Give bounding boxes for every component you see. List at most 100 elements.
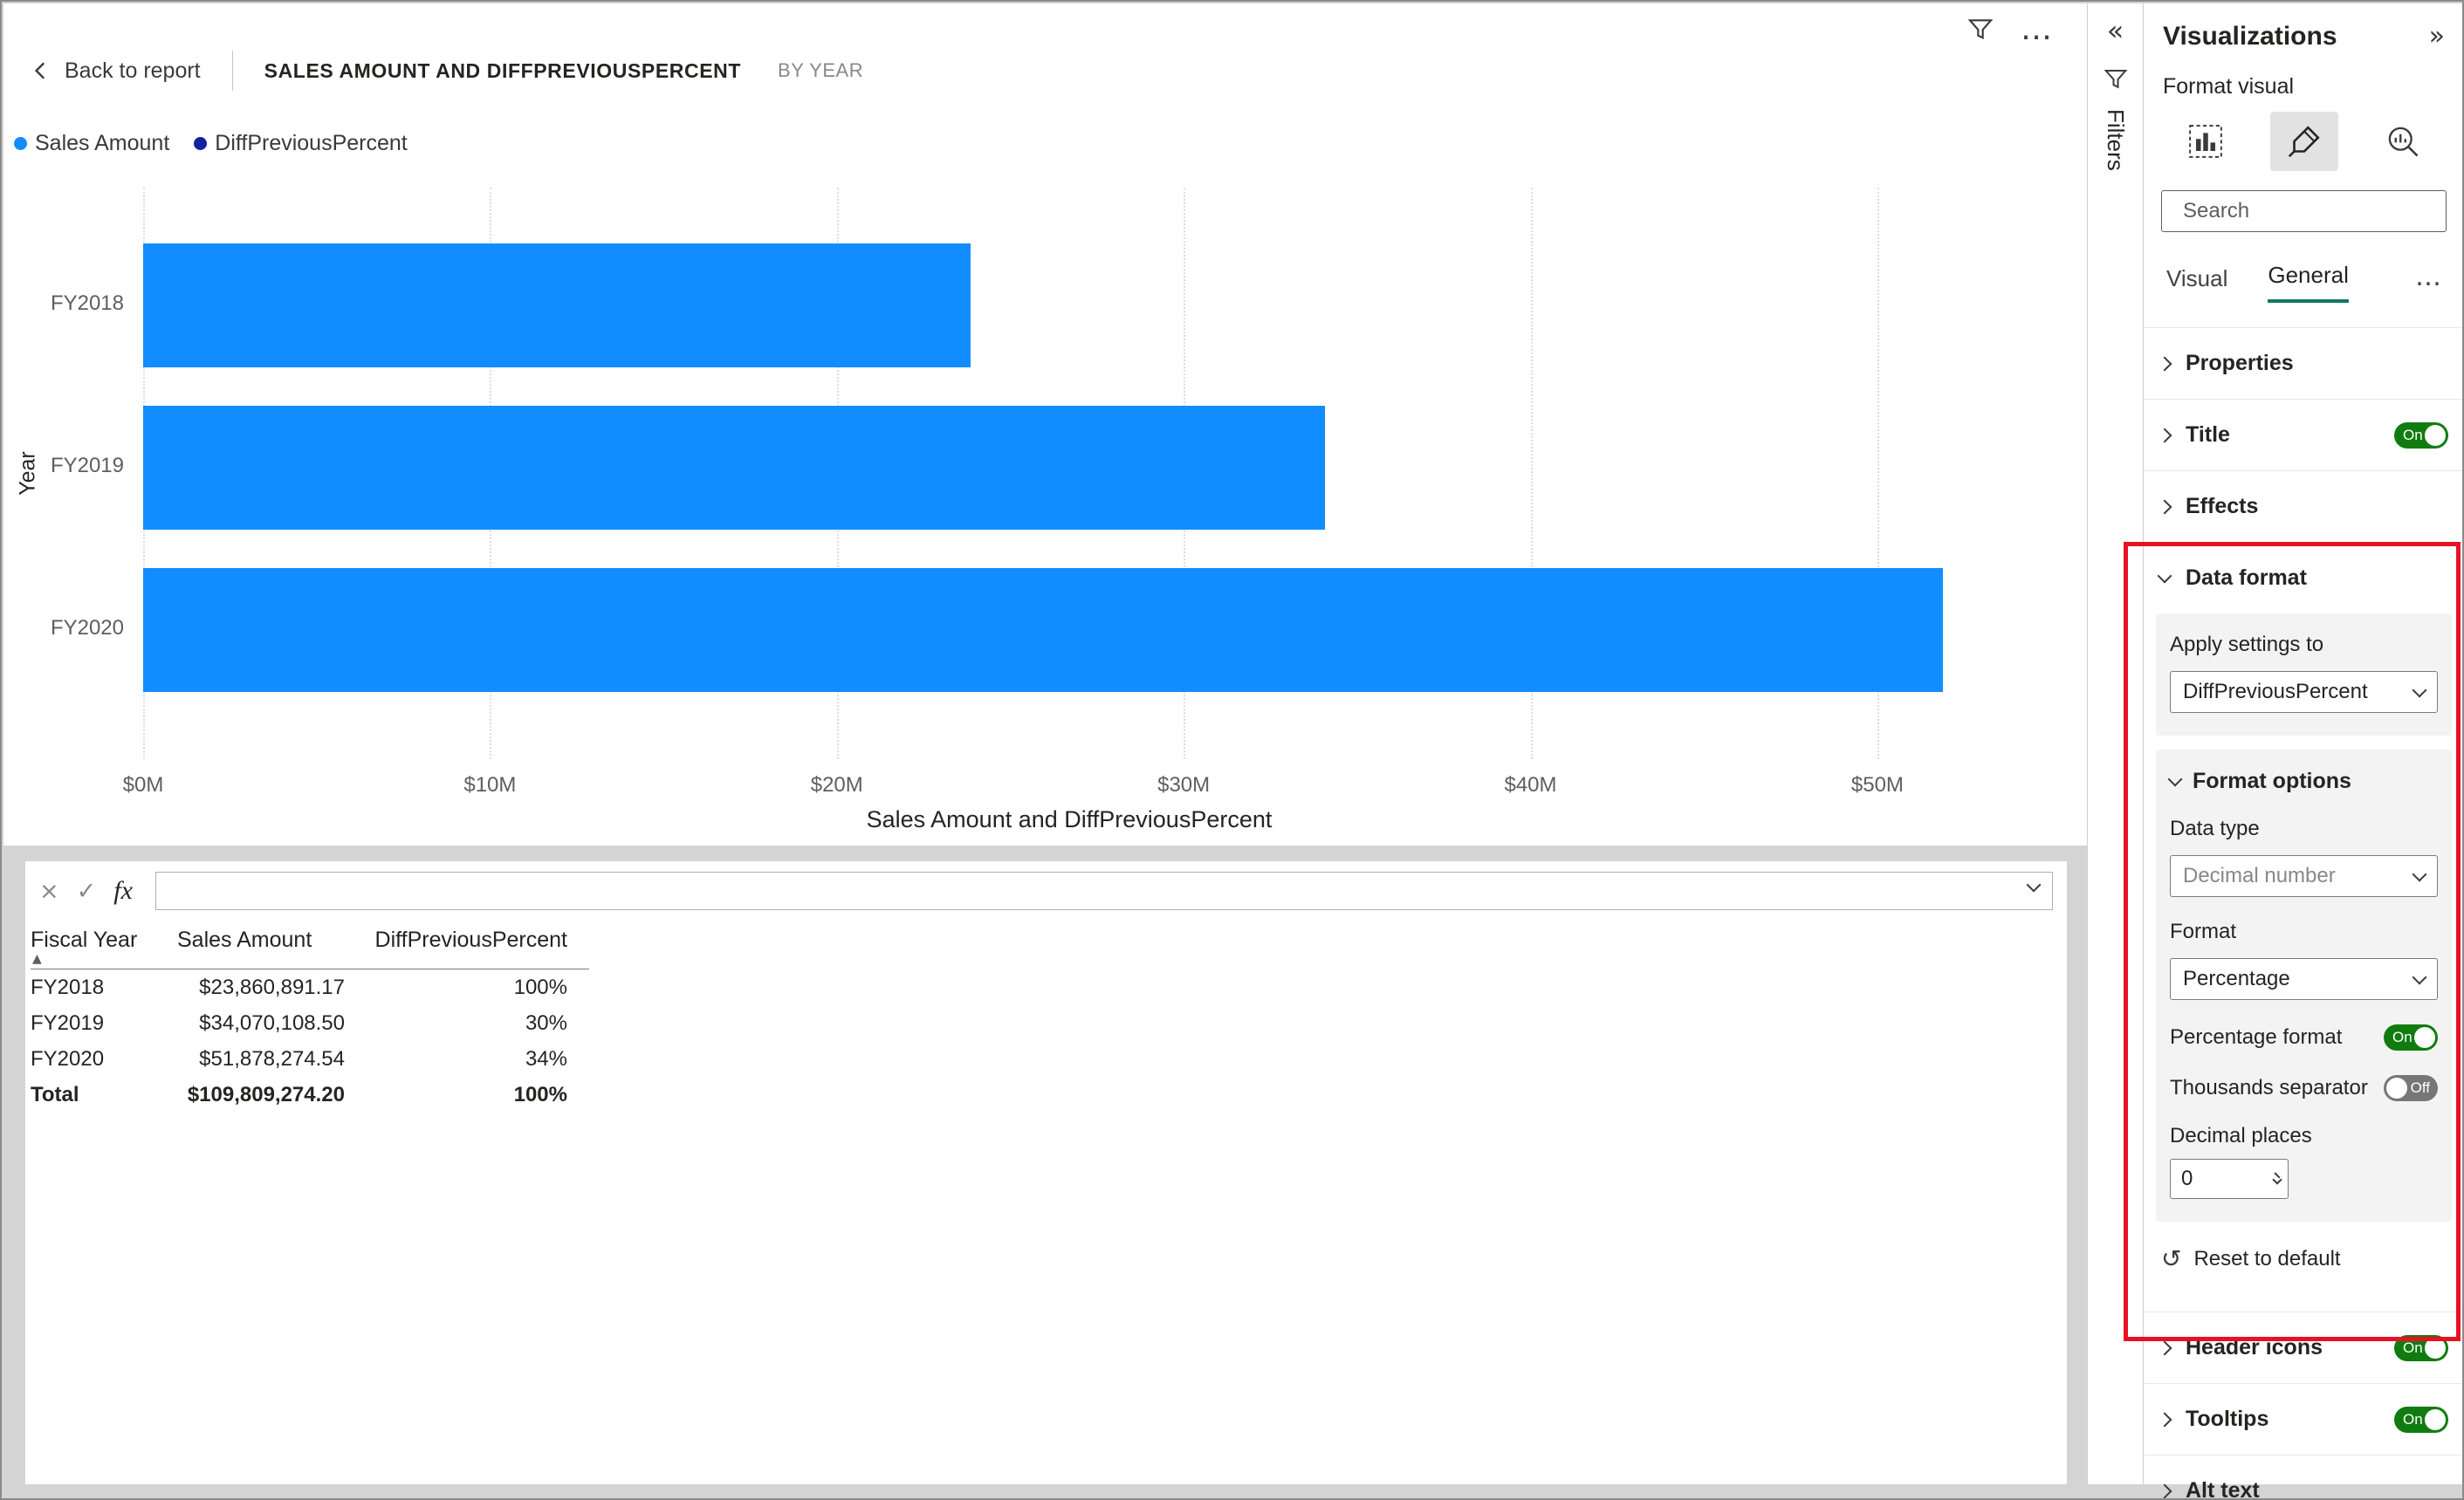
filters-pane-label[interactable]: Filters xyxy=(2103,109,2129,171)
section-data-format[interactable]: Data format xyxy=(2144,542,2462,613)
dropdown-value: Decimal number xyxy=(2183,864,2336,887)
chevron-right-icon xyxy=(2157,356,2172,371)
legend-item[interactable]: DiffPreviousPercent xyxy=(194,131,408,156)
filter-icon[interactable] xyxy=(1966,16,1994,44)
decimal-places-input[interactable]: 0 xyxy=(2170,1159,2289,1199)
table-row[interactable]: FY2019 $34,070,108.50 30% xyxy=(31,1005,2067,1041)
table-total-row[interactable]: Total $109,809,274.20 100% xyxy=(31,1077,2067,1113)
toggle-state-label: On xyxy=(2392,1029,2413,1045)
collapse-pane-icon[interactable]: » xyxy=(2428,21,2445,51)
x-tick-label: $40M xyxy=(1504,773,1557,797)
search-input[interactable] xyxy=(2183,199,2454,223)
table-header: Fiscal Year ▲ Sales Amount DiffPreviousPerc… xyxy=(31,926,589,969)
fx-icon: fx xyxy=(113,876,133,905)
section-label: Tooltips xyxy=(2186,1407,2269,1431)
thousands-separator-row: Thousands separator Off xyxy=(2170,1075,2438,1101)
chevron-right-icon xyxy=(2157,428,2172,442)
data-view-panel: × ✓ fx Fiscal Year ▲ Sales Amount DiffPrevi… xyxy=(25,861,2067,1484)
section-alt-text[interactable]: Alt text xyxy=(2144,1455,2462,1500)
column-header[interactable]: Fiscal Year ▲ xyxy=(31,928,138,966)
thousands-separator-toggle[interactable]: Off xyxy=(2384,1075,2438,1101)
table-row[interactable]: FY2020 $51,878,274.54 34% xyxy=(31,1041,2067,1077)
reset-icon: ↺ xyxy=(2161,1244,2182,1273)
format-search[interactable] xyxy=(2161,190,2454,232)
x-tick-label: $0M xyxy=(122,773,164,797)
visual-focus-panel: … Back to report SALES AMOUNT AND DIFFPR… xyxy=(3,3,2087,846)
cancel-icon[interactable]: × xyxy=(39,877,59,905)
format-label: Format xyxy=(2170,920,2237,943)
reset-to-default-button[interactable]: ↺ Reset to default xyxy=(2161,1244,2462,1273)
section-label: Effects xyxy=(2186,494,2259,518)
analytics-icon[interactable] xyxy=(2369,112,2437,171)
filters-funnel-icon[interactable] xyxy=(2103,66,2129,92)
bar-fy2019[interactable] xyxy=(143,406,1325,530)
spinner-down-icon[interactable] xyxy=(2272,1175,2282,1185)
plot-area xyxy=(143,188,1995,759)
accept-icon[interactable]: ✓ xyxy=(76,877,97,905)
format-options-header[interactable]: Format options xyxy=(2167,769,2438,794)
build-visual-icon[interactable] xyxy=(2172,112,2240,171)
x-tick-label: $20M xyxy=(810,773,863,797)
chevron-down-icon xyxy=(2412,682,2427,697)
legend-dot-icon xyxy=(194,137,208,150)
apply-settings-label: Apply settings to xyxy=(2170,633,2324,656)
format-dropdown[interactable]: Percentage xyxy=(2170,958,2438,1000)
table-cell: 30% xyxy=(525,1010,567,1035)
table-body: FY2018 $23,860,891.17 100% FY2019 $34,070,10… xyxy=(31,969,2067,1113)
thousands-separator-label: Thousands separator xyxy=(2170,1076,2368,1099)
legend-item[interactable]: Sales Amount xyxy=(14,131,169,156)
toggle-knob xyxy=(2414,1027,2435,1048)
column-header[interactable]: Sales Amount xyxy=(177,928,312,952)
visual-header-icons: … xyxy=(1966,14,2052,45)
tooltips-toggle[interactable]: On xyxy=(2394,1406,2448,1433)
pane-title: Visualizations xyxy=(2163,21,2337,51)
table-cell: $51,878,274.54 xyxy=(199,1046,345,1071)
format-visual-icon[interactable] xyxy=(2269,112,2338,171)
percentage-format-toggle[interactable]: On xyxy=(2384,1024,2438,1051)
gridline xyxy=(1530,188,1533,759)
expand-filters-icon[interactable]: « xyxy=(2106,14,2124,47)
table-cell: 34% xyxy=(525,1046,567,1071)
filters-pane-collapsed: « Filters xyxy=(2087,3,2143,1484)
focus-mode-header: Back to report SALES AMOUNT AND DIFFPREV… xyxy=(30,49,863,92)
section-title[interactable]: Title On xyxy=(2144,399,2462,470)
section-tooltips[interactable]: Tooltips On xyxy=(2144,1383,2462,1455)
bar-fy2018[interactable] xyxy=(143,243,971,367)
table-cell: 100% xyxy=(513,1082,567,1106)
percentage-format-row: Percentage format On xyxy=(2170,1024,2438,1051)
header-icons-toggle[interactable]: On xyxy=(2394,1334,2448,1361)
section-effects[interactable]: Effects xyxy=(2144,470,2462,542)
table-cell: FY2019 xyxy=(31,1010,105,1035)
chevron-right-icon xyxy=(2157,1412,2172,1427)
table-row[interactable]: FY2018 $23,860,891.17 100% xyxy=(31,969,2067,1005)
section-label: Properties xyxy=(2186,351,2294,375)
formula-input[interactable] xyxy=(154,872,2053,910)
chevron-down-icon xyxy=(2157,568,2172,584)
back-to-report-button[interactable]: Back to report xyxy=(30,58,201,84)
format-sections: Properties Title On Effects Data format xyxy=(2144,327,2462,1500)
table-cell: $23,860,891.17 xyxy=(199,975,345,999)
table-cell: Total xyxy=(31,1082,79,1106)
legend-dot-icon xyxy=(14,137,27,150)
number-spinner[interactable] xyxy=(2272,1172,2282,1185)
x-axis-title: Sales Amount and DiffPreviousPercent xyxy=(866,806,1273,832)
title-toggle[interactable]: On xyxy=(2394,421,2448,449)
data-type-dropdown[interactable]: Decimal number xyxy=(2170,855,2438,897)
section-header-icons[interactable]: Header icons On xyxy=(2144,1312,2462,1383)
tab-visual[interactable]: Visual xyxy=(2166,265,2228,291)
legend-label: Sales Amount xyxy=(35,131,170,155)
chevron-right-icon xyxy=(2157,499,2172,514)
tabs-more-icon[interactable]: … xyxy=(2415,262,2441,292)
tab-general[interactable]: General xyxy=(2268,262,2349,303)
toggle-state-label: On xyxy=(2403,1410,2423,1428)
pane-mode-icons xyxy=(2144,112,2462,171)
chart-region: Year Sales Amount and DiffPreviousPercen… xyxy=(3,3,2087,846)
column-header[interactable]: DiffPreviousPercent xyxy=(374,928,567,952)
bar-fy2020[interactable] xyxy=(143,568,1943,692)
visual-title: SALES AMOUNT AND DIFFPREVIOUSPERCENT xyxy=(264,58,742,82)
section-properties[interactable]: Properties xyxy=(2144,327,2462,399)
apply-settings-dropdown[interactable]: DiffPreviousPercent xyxy=(2170,671,2438,713)
format-tabs: Visual General … xyxy=(2144,262,2462,303)
section-label: Alt text xyxy=(2186,1478,2260,1500)
